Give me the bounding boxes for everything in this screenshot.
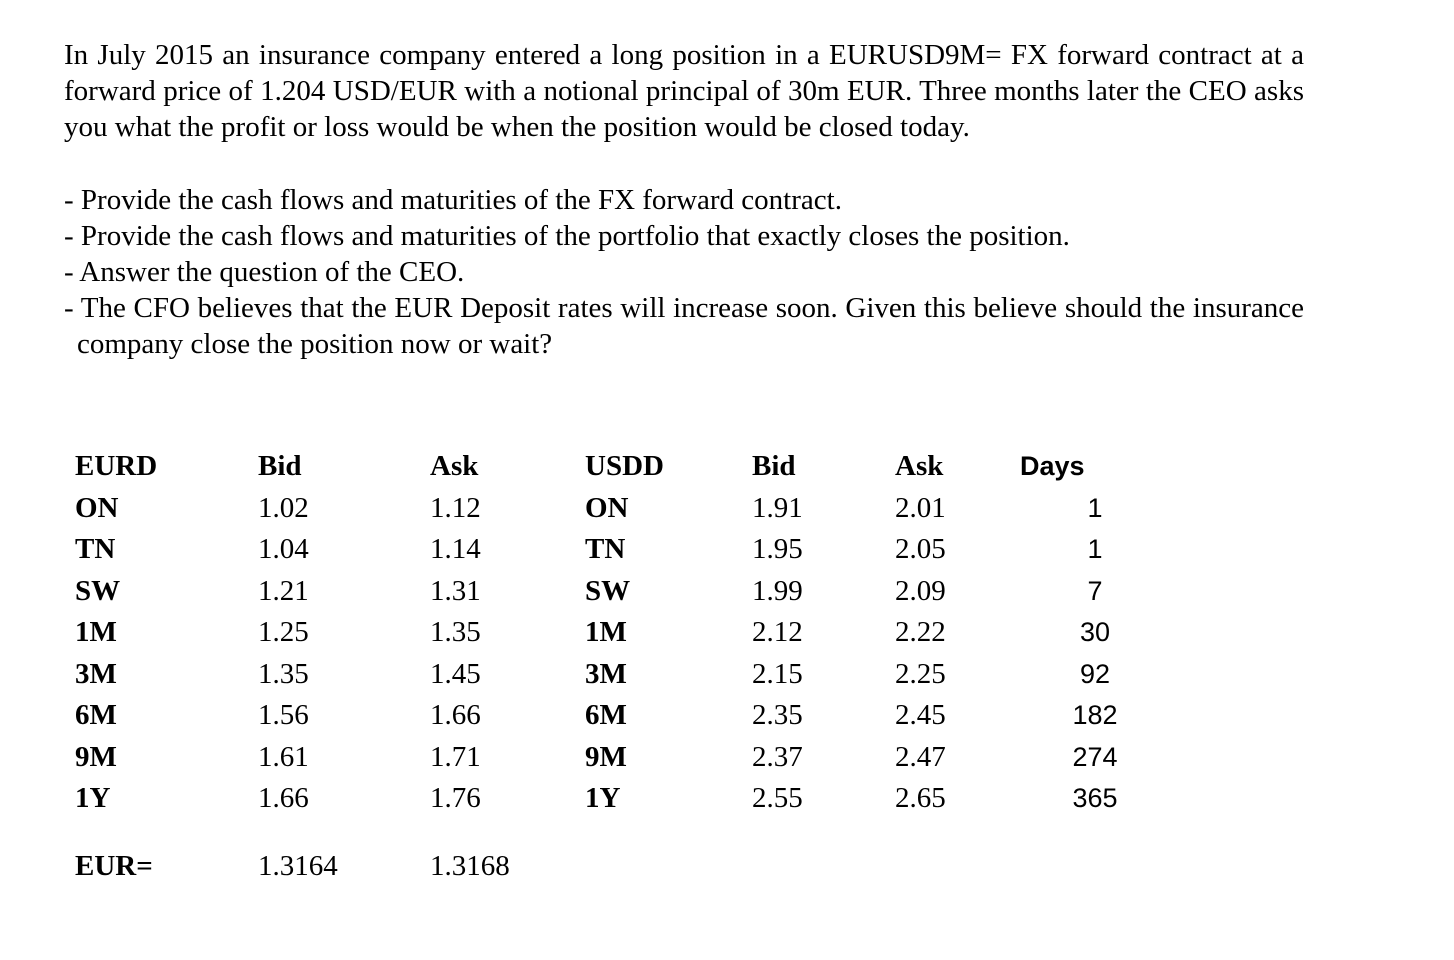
cell-usd-tenor: ON — [585, 491, 629, 524]
cell-eur-ask: 1.76 — [430, 782, 481, 814]
table-row: ON 1.02 1.12 ON 1.91 2.01 1 — [75, 488, 1170, 530]
cell-days: 365 — [1072, 783, 1118, 813]
col-header-usd-bid: Bid — [752, 450, 796, 482]
table-row: 1M 1.25 1.35 1M 2.12 2.22 30 — [75, 612, 1170, 654]
intro-paragraph: In July 2015 an insurance company entere… — [64, 39, 1304, 143]
cell-eur-tenor: TN — [75, 533, 116, 565]
spot-bid: 1.3164 — [258, 849, 338, 882]
cell-eur-bid: 1.35 — [258, 657, 309, 690]
cell-usd-bid: 1.95 — [752, 533, 803, 565]
table-row: 3M 1.35 1.45 3M 2.15 2.25 92 — [75, 654, 1170, 696]
cell-days: 1 — [1087, 492, 1103, 523]
cell-days: 30 — [1079, 617, 1111, 647]
cell-usd-bid: 2.37 — [752, 740, 803, 773]
table-row: 6M 1.56 1.66 6M 2.35 2.45 182 — [75, 695, 1170, 737]
task-item: - Provide the cash flows and maturities … — [64, 184, 842, 216]
cell-usd-ask: 2.09 — [895, 574, 946, 607]
table-row: 9M 1.61 1.71 9M 2.37 2.47 274 — [75, 737, 1170, 779]
cell-eur-bid: 1.66 — [258, 782, 309, 814]
cell-usd-ask: 2.47 — [895, 740, 946, 773]
cell-eur-ask: 1.35 — [430, 616, 481, 648]
cell-eur-ask: 1.45 — [430, 657, 481, 690]
table-header-row: EURD Bid Ask USDD Bid Ask Days — [75, 446, 1170, 488]
spot-ask: 1.3168 — [430, 849, 510, 882]
col-header-days: Days — [1020, 451, 1085, 481]
col-header-eur-bid: Bid — [258, 450, 302, 482]
cell-eur-bid: 1.61 — [258, 740, 309, 773]
cell-usd-tenor: SW — [585, 574, 631, 607]
cell-usd-bid: 2.55 — [752, 782, 803, 814]
cell-days: 182 — [1072, 700, 1118, 730]
cell-usd-bid: 2.12 — [752, 616, 803, 648]
cell-usd-tenor: TN — [585, 533, 626, 565]
cell-usd-bid: 1.91 — [752, 491, 803, 524]
table-row: SW 1.21 1.31 SW 1.99 2.09 7 — [75, 571, 1170, 613]
cell-eur-ask: 1.12 — [430, 491, 481, 524]
text-block: In July 2015 an insurance company entere… — [64, 37, 1304, 362]
cell-eur-ask: 1.14 — [430, 533, 481, 565]
cell-usd-bid: 1.99 — [752, 574, 803, 607]
cell-usd-ask: 2.45 — [895, 699, 946, 731]
col-header-usd-ask: Ask — [895, 450, 944, 482]
cell-eur-tenor: 6M — [75, 699, 117, 731]
cell-eur-tenor: 1Y — [75, 782, 111, 814]
cell-eur-tenor: 9M — [75, 740, 117, 773]
cell-days: 7 — [1087, 575, 1103, 606]
cell-eur-ask: 1.66 — [430, 699, 481, 731]
cell-eur-ask: 1.31 — [430, 574, 481, 607]
cell-days: 1 — [1087, 534, 1103, 564]
cell-usd-bid: 2.15 — [752, 657, 803, 690]
cell-eur-tenor: ON — [75, 491, 119, 524]
cell-usd-tenor: 1Y — [585, 782, 621, 814]
cell-usd-ask: 2.25 — [895, 657, 946, 690]
table-row: TN 1.04 1.14 TN 1.95 2.05 1 — [75, 529, 1170, 571]
cell-days: 274 — [1072, 741, 1118, 772]
cell-usd-tenor: 1M — [585, 616, 627, 648]
cell-usd-ask: 2.22 — [895, 616, 946, 648]
cell-eur-tenor: SW — [75, 574, 121, 607]
cell-usd-tenor: 6M — [585, 699, 627, 731]
cell-usd-ask: 2.65 — [895, 782, 946, 814]
cell-eur-bid: 1.21 — [258, 574, 309, 607]
spot-rate-row: EUR= 1.3164 1.3168 — [75, 846, 1170, 888]
cell-eur-bid: 1.25 — [258, 616, 309, 648]
rates-table: EURD Bid Ask USDD Bid Ask Days ON 1.02 1… — [75, 446, 1170, 887]
cell-usd-bid: 2.35 — [752, 699, 803, 731]
rates-table-body: ON 1.02 1.12 ON 1.91 2.01 1 TN 1.04 1.14… — [75, 488, 1170, 820]
col-header-eurd: EURD — [75, 450, 158, 482]
cell-eur-bid: 1.56 — [258, 699, 309, 731]
cell-eur-bid: 1.02 — [258, 491, 309, 524]
cell-usd-ask: 2.01 — [895, 491, 946, 524]
task-item: - The CFO believes that the EUR Deposit … — [64, 292, 1304, 360]
task-list: - Provide the cash flows and maturities … — [64, 182, 1304, 362]
cell-eur-tenor: 3M — [75, 657, 117, 690]
col-header-eur-ask: Ask — [430, 450, 479, 482]
table-row: 1Y 1.66 1.76 1Y 2.55 2.65 365 — [75, 778, 1170, 820]
spot-label: EUR= — [75, 849, 153, 882]
cell-usd-tenor: 3M — [585, 657, 627, 690]
task-item: - Answer the question of the CEO. — [64, 256, 465, 288]
cell-usd-ask: 2.05 — [895, 533, 946, 565]
col-header-usdd: USDD — [585, 450, 664, 482]
cell-eur-bid: 1.04 — [258, 533, 309, 565]
cell-usd-tenor: 9M — [585, 740, 627, 773]
cell-days: 92 — [1079, 658, 1111, 689]
task-item: - Provide the cash flows and maturities … — [64, 220, 1070, 252]
cell-eur-ask: 1.71 — [430, 740, 481, 773]
cell-eur-tenor: 1M — [75, 616, 117, 648]
